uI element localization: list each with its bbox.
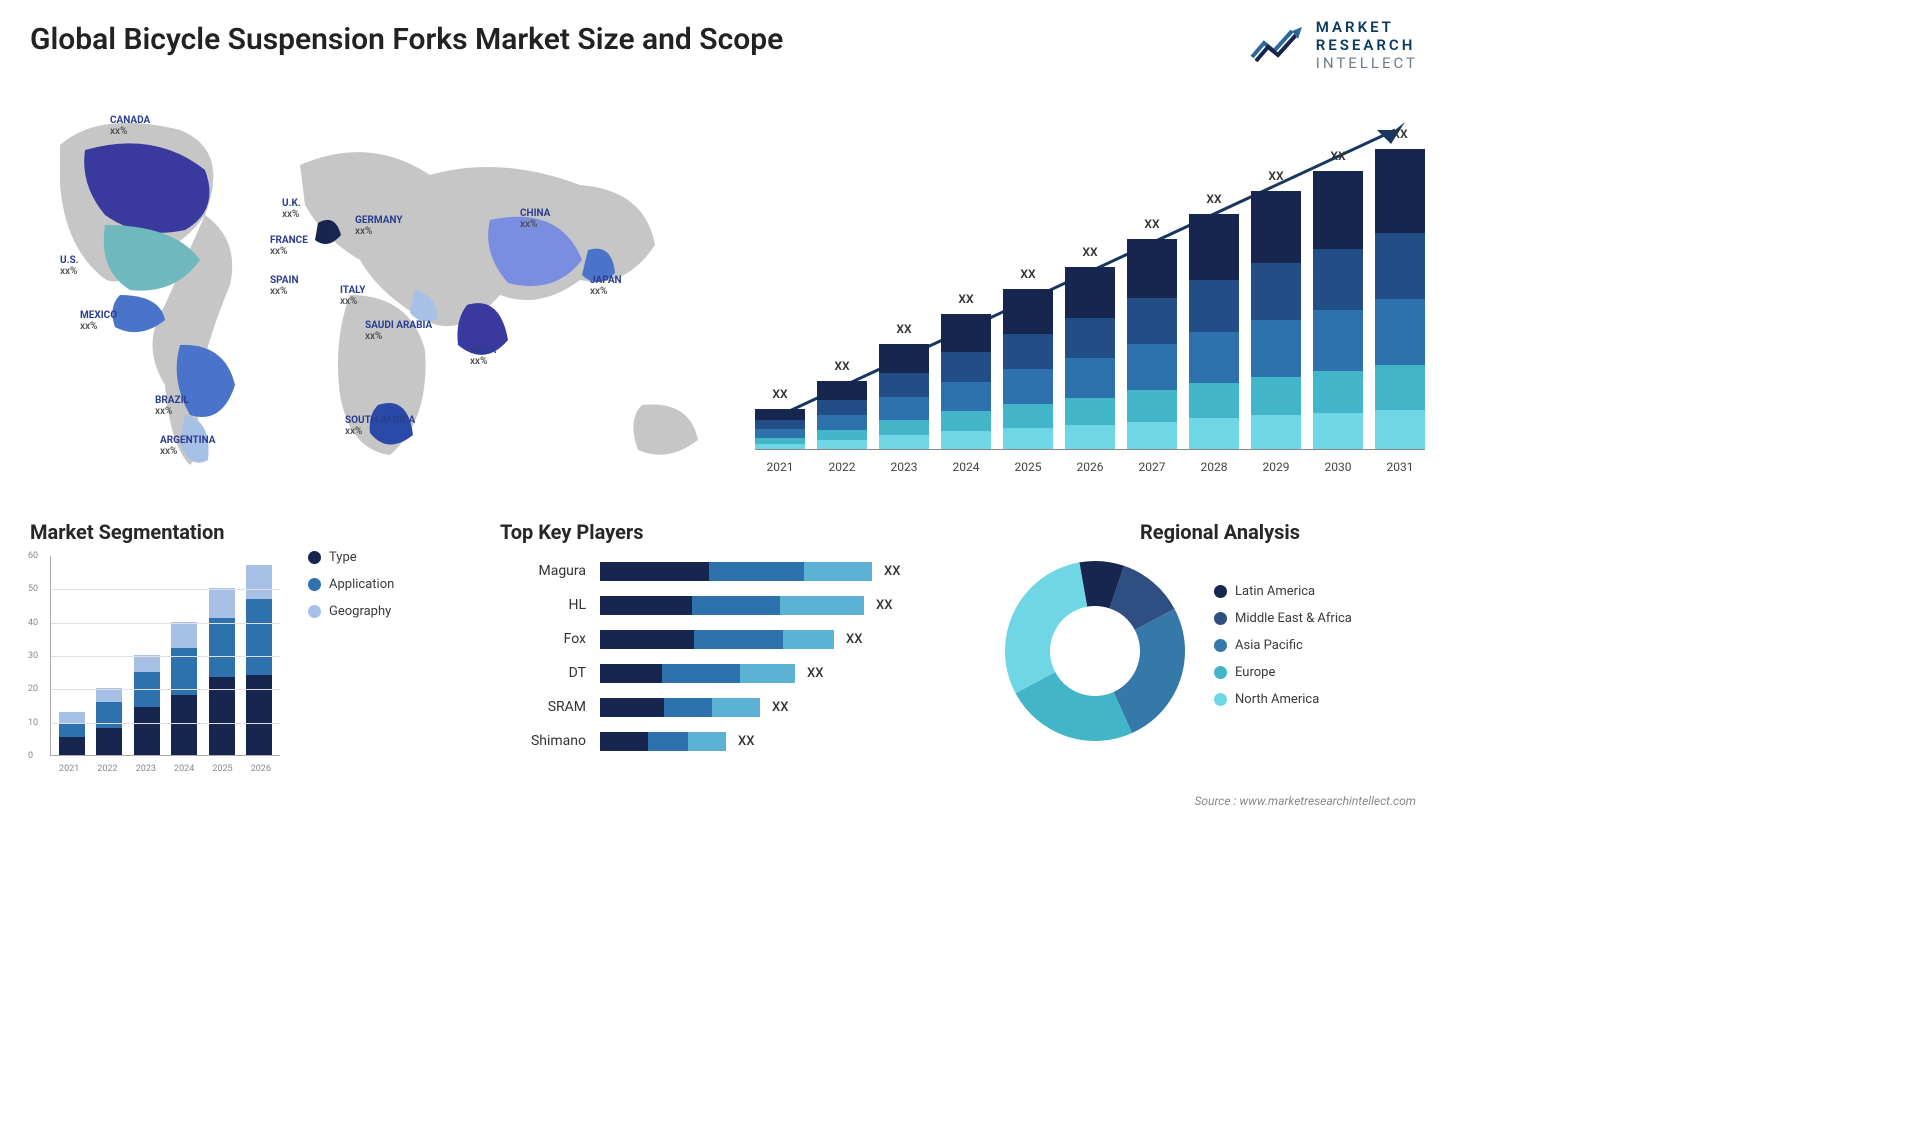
map-label: ITALYxx% [340, 285, 365, 307]
growth-year-label: 2023 [879, 460, 929, 474]
seg-year-label: 2023 [136, 764, 156, 774]
seg-year-label: 2021 [59, 764, 79, 774]
players-title: Top Key Players [500, 520, 980, 544]
segmentation-section: Market Segmentation 0 10 20 30 40 50 60 2021 20… [30, 520, 460, 776]
growth-year-label: 2021 [755, 460, 805, 474]
map-label: CHINAxx% [520, 208, 550, 230]
map-label: MEXICOxx% [80, 310, 117, 332]
logo-mark-icon [1250, 25, 1306, 65]
legend-item: Asia Pacific [1214, 638, 1352, 653]
map-label: JAPANxx% [590, 275, 622, 297]
growth-year-label: 2031 [1375, 460, 1425, 474]
growth-bar: XX [1003, 289, 1053, 449]
logo-line-1: MARKET [1316, 18, 1418, 36]
regional-donut-chart [1000, 556, 1190, 746]
growth-bar: XX [879, 344, 929, 449]
legend-item: Europe [1214, 665, 1352, 680]
map-label: SAUDI ARABIAxx% [365, 320, 432, 342]
growth-bar: XX [1375, 149, 1425, 449]
regional-section: Regional Analysis Latin America Middle Ea… [1000, 520, 1440, 746]
growth-bar: XX [755, 409, 805, 449]
brand-logo: MARKET RESEARCH INTELLECT [1250, 18, 1418, 72]
seg-bar [209, 588, 235, 755]
seg-y-tick: 30 [28, 651, 38, 661]
map-label: SPAINxx% [270, 275, 299, 297]
map-label: SOUTH AFRICAxx% [345, 415, 415, 437]
seg-y-tick: 60 [28, 551, 38, 561]
seg-bar [171, 622, 197, 755]
legend-item: Latin America [1214, 584, 1352, 599]
seg-year-label: 2025 [212, 764, 232, 774]
player-row: DT XX [500, 658, 980, 688]
seg-bar [59, 712, 85, 755]
map-label: CANADAxx% [110, 115, 150, 137]
seg-bar [246, 565, 272, 755]
page-title: Global Bicycle Suspension Forks Market S… [30, 22, 783, 57]
growth-year-label: 2025 [1003, 460, 1053, 474]
growth-year-label: 2028 [1189, 460, 1239, 474]
growth-year-label: 2026 [1065, 460, 1115, 474]
logo-line-2: RESEARCH [1316, 36, 1418, 54]
segmentation-title: Market Segmentation [30, 520, 460, 544]
seg-bar [134, 655, 160, 755]
growth-year-label: 2029 [1251, 460, 1301, 474]
map-label: ARGENTINAxx% [160, 435, 215, 457]
seg-y-tick: 0 [28, 751, 33, 761]
map-label: GERMANYxx% [355, 215, 403, 237]
growth-bar: XX [1313, 171, 1363, 449]
growth-year-label: 2024 [941, 460, 991, 474]
legend-item: Geography [308, 604, 394, 619]
world-map: CANADAxx% U.S.xx% MEXICOxx% BRAZILxx% ARGENT… [30, 95, 710, 485]
map-label: U.K.xx% [282, 198, 301, 220]
player-row: Shimano XX [500, 726, 980, 756]
players-section: Top Key Players Magura XXHL XXFox XXDT [500, 520, 980, 760]
player-row: HL XX [500, 590, 980, 620]
seg-year-label: 2024 [174, 764, 194, 774]
growth-bar: XX [817, 381, 867, 449]
legend-item: Middle East & Africa [1214, 611, 1352, 626]
growth-bar: XX [1127, 239, 1177, 449]
legend-item: Application [308, 577, 394, 592]
growth-year-label: 2022 [817, 460, 867, 474]
growth-bar: XX [941, 314, 991, 449]
legend-item: Type [308, 550, 394, 565]
segmentation-legend: Type Application Geography [308, 550, 394, 631]
source-text: Source : www.marketresearchintellect.com [1195, 794, 1417, 808]
growth-bar: XX [1251, 191, 1301, 449]
player-row: Fox XX [500, 624, 980, 654]
logo-line-3: INTELLECT [1316, 54, 1418, 72]
regional-legend: Latin America Middle East & Africa Asia Pa… [1214, 584, 1352, 719]
player-row: SRAM XX [500, 692, 980, 722]
seg-year-label: 2026 [251, 764, 271, 774]
map-label: INDIAxx% [470, 345, 496, 367]
seg-year-label: 2022 [97, 764, 117, 774]
map-label: BRAZILxx% [155, 395, 189, 417]
growth-chart: XXXXXXXXXXXXXXXXXXXXXX 20212022202320242… [755, 100, 1425, 480]
map-label: FRANCExx% [270, 235, 308, 257]
players-chart: Magura XXHL XXFox XXDT XXSRA [500, 556, 980, 756]
growth-year-label: 2027 [1127, 460, 1177, 474]
player-row: Magura XX [500, 556, 980, 586]
seg-y-tick: 20 [28, 684, 38, 694]
regional-title: Regional Analysis [1000, 520, 1440, 544]
growth-year-label: 2030 [1313, 460, 1363, 474]
seg-y-tick: 50 [28, 584, 38, 594]
map-label: U.S.xx% [60, 255, 79, 277]
legend-item: North America [1214, 692, 1352, 707]
growth-bar: XX [1189, 214, 1239, 449]
growth-bar: XX [1065, 267, 1115, 449]
segmentation-chart: 0102030405060 202120222023202420252026 [30, 556, 280, 776]
seg-y-tick: 40 [28, 618, 38, 628]
seg-y-tick: 10 [28, 718, 38, 728]
